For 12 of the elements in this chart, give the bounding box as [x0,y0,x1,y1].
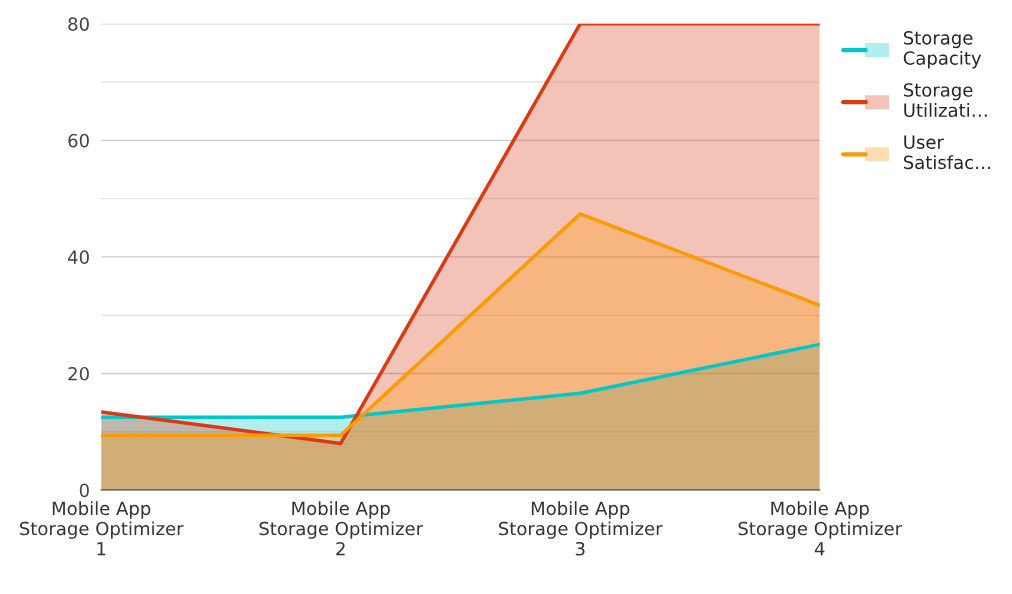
x-tick-label: Mobile App Storage Optimizer 1 [20,501,184,556]
x-tick-label: Mobile App Storage Optimizer 3 [499,501,663,556]
y-tick-label: 60 [68,133,89,148]
y-tick-label: 40 [68,250,89,265]
x-tick-label: Mobile App Storage Optimizer 4 [738,501,903,556]
legend-label: User Satisfac… [903,135,991,170]
y-tick-label: 20 [68,366,89,381]
legend-label: Storage Capacity [903,31,982,69]
y-tick-label: 80 [68,17,89,31]
y-tick-label: 0 [79,483,89,498]
legend-label: Storage Utilizati… [903,83,987,118]
x-tick-label: Mobile App Storage Optimizer 2 [259,501,424,556]
